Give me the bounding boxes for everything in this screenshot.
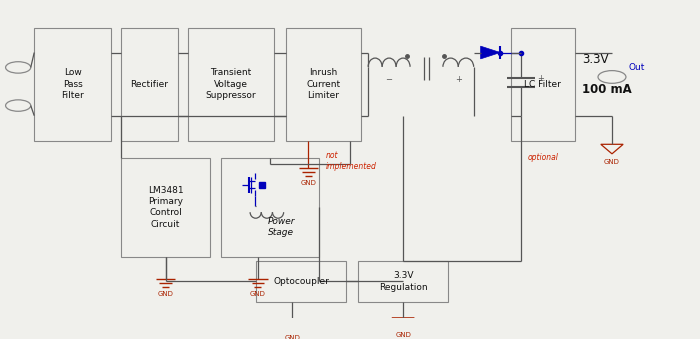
Bar: [220, 158, 318, 257]
Text: LM3481
Primary
Control
Circuit: LM3481 Primary Control Circuit: [148, 185, 183, 229]
Text: Rectifier: Rectifier: [130, 80, 169, 88]
Text: Transient
Voltage
Suppressor: Transient Voltage Suppressor: [206, 68, 256, 100]
Text: LC Filter: LC Filter: [524, 80, 561, 88]
Text: GND: GND: [604, 159, 620, 165]
Polygon shape: [481, 46, 500, 59]
Text: +: +: [537, 74, 544, 83]
Text: GND: GND: [284, 335, 300, 339]
Text: optional: optional: [527, 154, 559, 162]
Text: Low
Pass
Filter: Low Pass Filter: [62, 68, 84, 100]
Bar: [358, 261, 448, 302]
Text: Inrush
Current
Limiter: Inrush Current Limiter: [307, 68, 340, 100]
Bar: [34, 28, 111, 141]
Text: GND: GND: [300, 180, 316, 186]
Bar: [286, 28, 361, 141]
Text: GND: GND: [395, 333, 411, 338]
Text: 3.3V: 3.3V: [582, 53, 608, 66]
Text: GND: GND: [158, 292, 174, 297]
Text: Optocoupler: Optocoupler: [273, 277, 329, 286]
Text: GND: GND: [250, 292, 266, 297]
Text: Power
Stage: Power Stage: [267, 217, 295, 237]
Bar: [511, 28, 575, 141]
Bar: [188, 28, 274, 141]
Text: 3.3V
Regulation: 3.3V Regulation: [379, 271, 428, 292]
Text: 100 mA: 100 mA: [582, 83, 631, 96]
Bar: [256, 261, 346, 302]
Text: Out: Out: [629, 63, 645, 72]
Text: −: −: [386, 75, 393, 84]
Bar: [121, 28, 178, 141]
Bar: [121, 158, 210, 257]
Text: not
implemented: not implemented: [326, 152, 377, 171]
Text: +: +: [455, 75, 462, 84]
